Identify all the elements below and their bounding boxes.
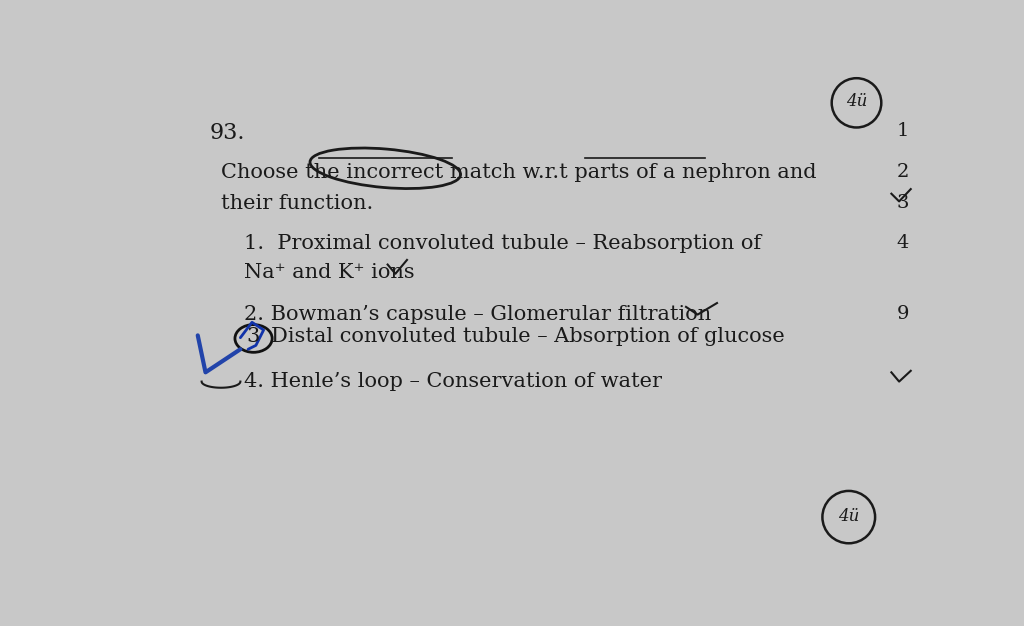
Text: Na⁺ and K⁺ ions: Na⁺ and K⁺ ions	[245, 263, 415, 282]
Text: 3: 3	[247, 327, 260, 346]
Text: 4ü: 4ü	[838, 508, 859, 525]
Text: 4: 4	[897, 233, 909, 252]
Text: their function.: their function.	[221, 193, 374, 213]
Text: 4. Henle’s loop – Conservation of water: 4. Henle’s loop – Conservation of water	[245, 372, 663, 391]
Text: 2. Bowman’s capsule – Glomerular filtration: 2. Bowman’s capsule – Glomerular filtrat…	[245, 305, 712, 324]
Text: Choose the incorrect match w.r.t parts of a nephron and: Choose the incorrect match w.r.t parts o…	[221, 163, 816, 182]
Text: 1: 1	[897, 122, 909, 140]
Text: 2: 2	[897, 163, 909, 181]
Text: 9: 9	[897, 305, 909, 322]
Text: Distal convoluted tubule – Absorption of glucose: Distal convoluted tubule – Absorption of…	[271, 327, 785, 346]
Text: 1.  Proximal convoluted tubule – Reabsorption of: 1. Proximal convoluted tubule – Reabsorp…	[245, 233, 762, 253]
Text: 3: 3	[897, 193, 909, 212]
Text: 93.: 93.	[209, 122, 245, 144]
Text: 4ü: 4ü	[846, 93, 867, 110]
